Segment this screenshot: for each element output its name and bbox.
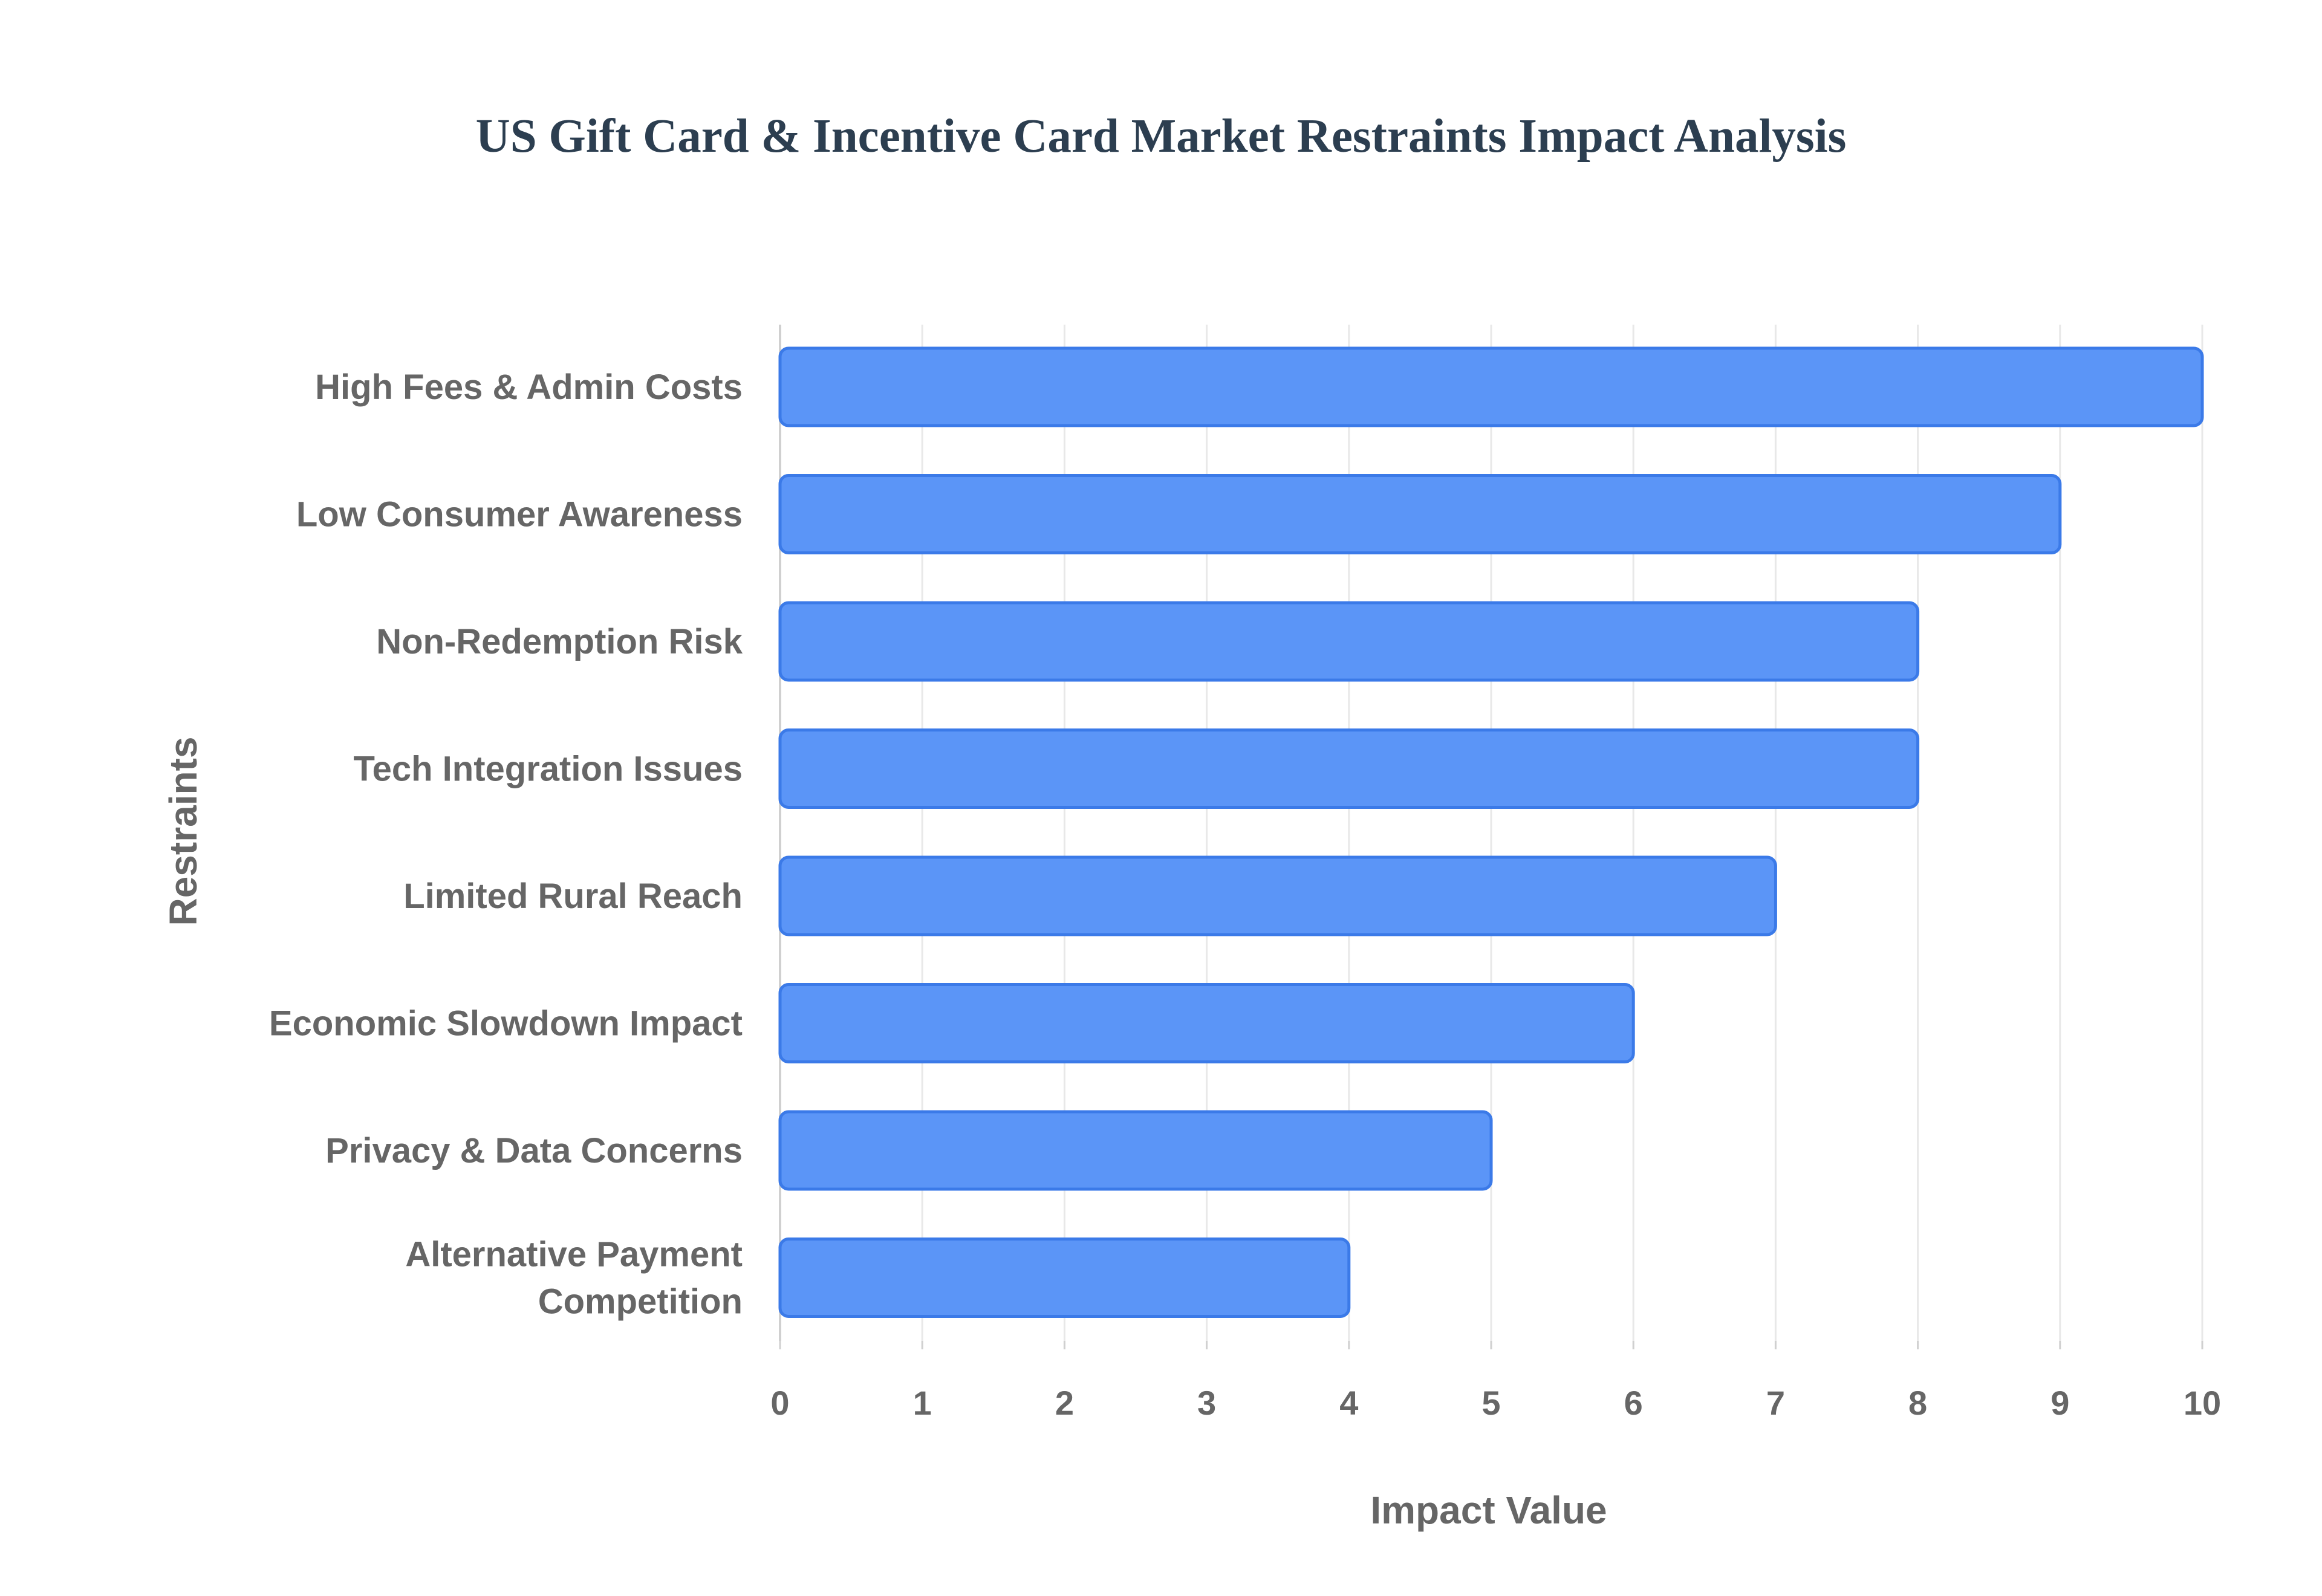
x-tick-label: 9 [2050, 1384, 2069, 1422]
category-label: Non-Redemption Risk [376, 622, 743, 661]
x-tick-label: 7 [1766, 1384, 1785, 1422]
bar [778, 855, 1777, 936]
x-tick-label: 10 [2184, 1384, 2221, 1422]
x-tick-label: 6 [1624, 1384, 1643, 1422]
x-tick-labels: 0 1 2 3 4 5 6 7 8 9 10 [770, 1384, 2221, 1422]
bar [778, 1110, 1493, 1191]
x-tick-label: 0 [770, 1384, 789, 1422]
category-label: Tech Integration Issues [353, 750, 743, 789]
category-label: Low Consumer Awareness [296, 495, 743, 534]
category-labels: High Fees & Admin Costs Low Consumer Awar… [269, 368, 743, 1322]
bar [778, 1238, 1351, 1318]
bar [778, 346, 2204, 427]
bar [778, 474, 2062, 554]
category-label: Alternative Payment Competition [405, 1235, 743, 1322]
x-axis-title: Impact Value [1370, 1488, 1607, 1532]
x-tick-label: 4 [1339, 1384, 1358, 1422]
x-tick-label: 8 [1908, 1384, 1927, 1422]
category-label: Limited Rural Reach [403, 877, 743, 916]
category-label: High Fees & Admin Costs [315, 368, 743, 407]
bar [778, 728, 1920, 809]
y-axis-title: Restraints [161, 737, 205, 926]
bars [778, 346, 2204, 1318]
category-label: Privacy & Data Concerns [325, 1131, 743, 1170]
category-label: Economic Slowdown Impact [269, 1004, 743, 1043]
x-tick-label: 1 [913, 1384, 932, 1422]
bar [778, 601, 1920, 682]
x-tick-label: 5 [1481, 1384, 1500, 1422]
chart-title: US Gift Card & Incentive Card Market Res… [475, 110, 1847, 163]
x-tick-label: 2 [1055, 1384, 1074, 1422]
x-tick-label: 3 [1197, 1384, 1216, 1422]
bar [778, 983, 1635, 1063]
